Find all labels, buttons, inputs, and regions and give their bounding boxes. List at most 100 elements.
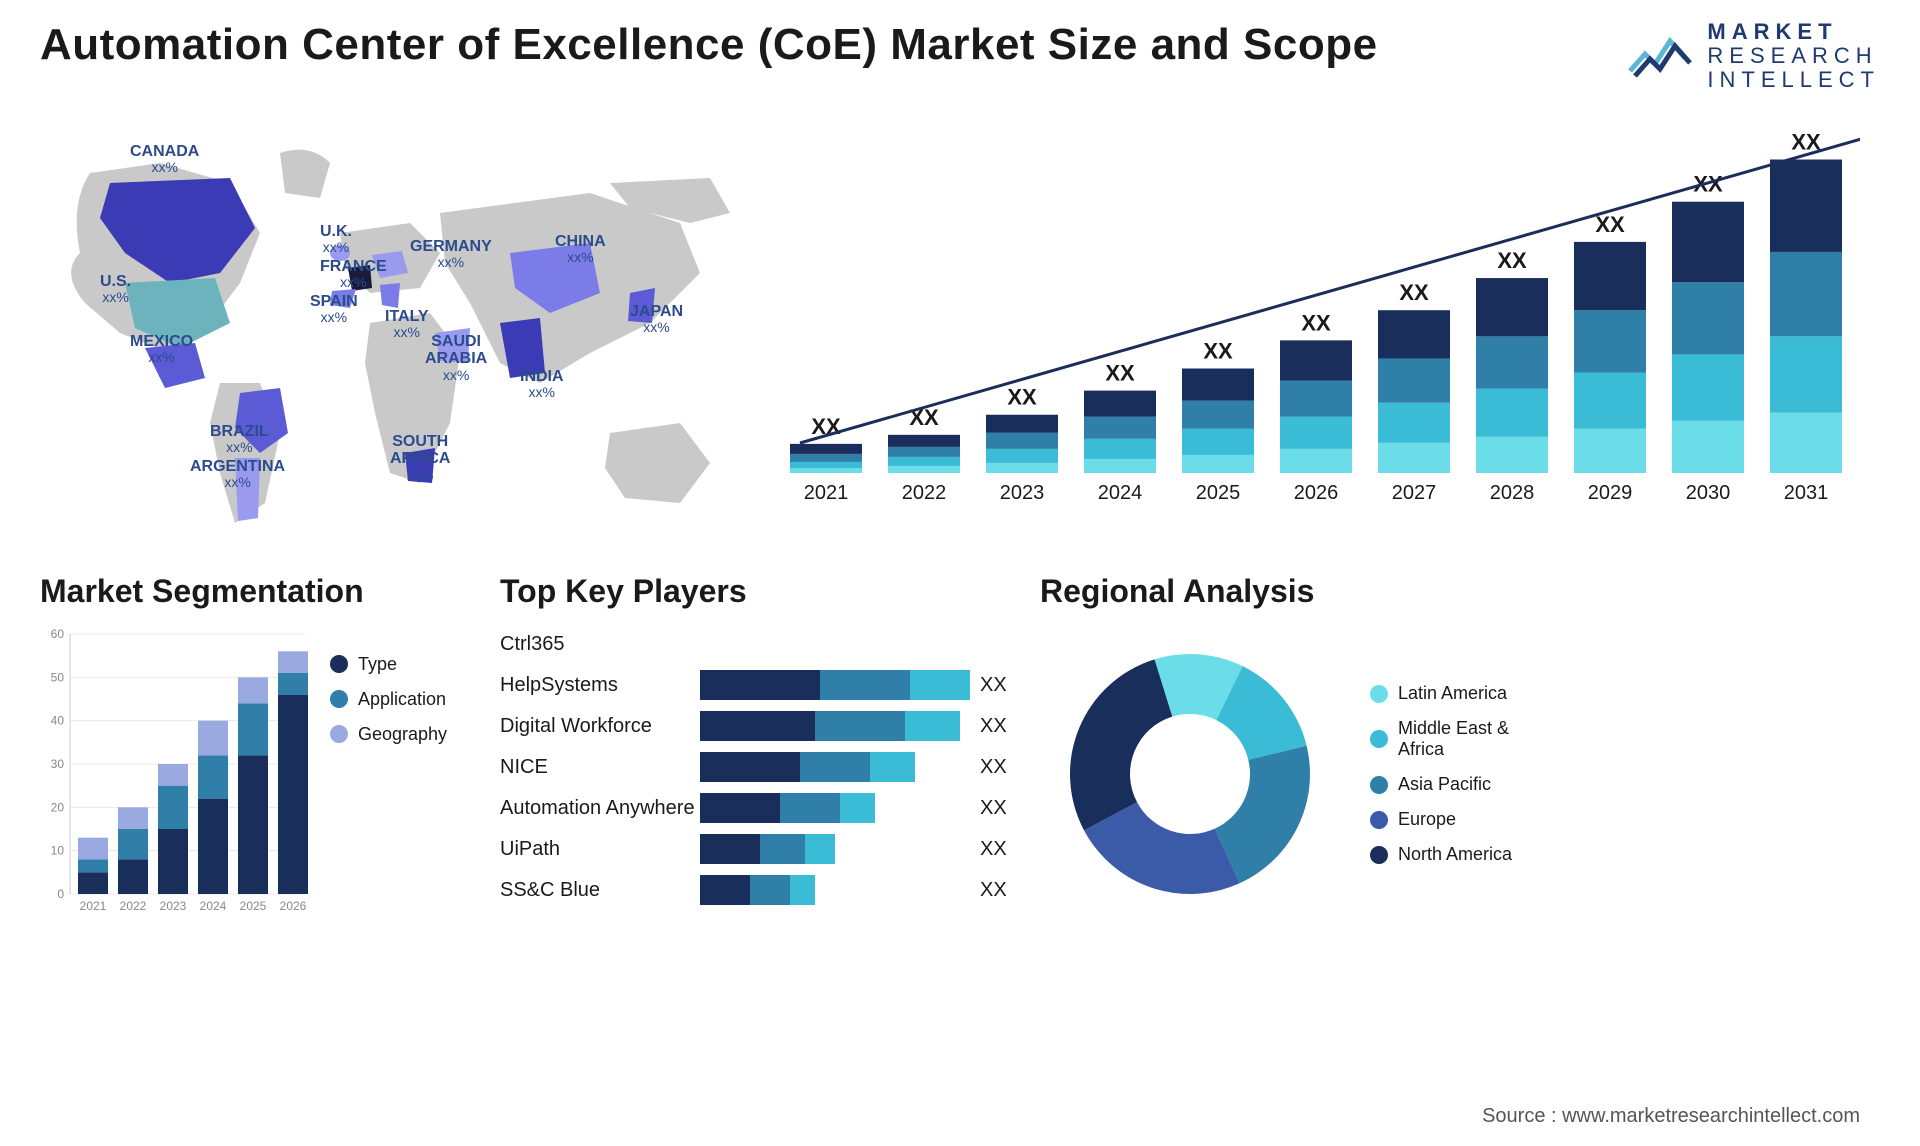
player-value: XX (980, 715, 1020, 738)
segmentation-title: Market Segmentation (40, 573, 480, 610)
map-label: FRANCExx% (320, 258, 387, 291)
svg-text:2028: 2028 (1490, 482, 1535, 504)
player-bar (700, 670, 980, 700)
segmentation-legend: Type Application Geography (330, 654, 480, 929)
svg-text:10: 10 (51, 843, 65, 857)
svg-text:2024: 2024 (200, 899, 227, 913)
player-name: SS&C Blue (500, 879, 700, 902)
legend-item: Type (330, 654, 480, 675)
svg-text:XX: XX (1203, 338, 1233, 363)
logo-text: MARKET RESEARCH INTELLECT (1707, 20, 1880, 93)
svg-text:2022: 2022 (902, 482, 947, 504)
svg-text:2025: 2025 (1196, 482, 1241, 504)
player-row: NICE XX (500, 747, 1020, 788)
segmentation-panel: Market Segmentation 0 10 20 30 40 50 60 2021 202… (40, 573, 480, 933)
svg-text:2029: 2029 (1588, 482, 1633, 504)
legend-item: Middle East &Africa (1370, 718, 1880, 760)
player-bar (700, 875, 980, 905)
bottom-section: Market Segmentation 0 10 20 30 40 50 60 2021 202… (40, 573, 1880, 933)
regional-legend: Latin America Middle East &Africa Asia Pac… (1370, 683, 1880, 879)
svg-text:40: 40 (51, 713, 65, 727)
logo-icon (1625, 26, 1695, 86)
player-row: Digital Workforce XX (500, 706, 1020, 747)
players-title: Top Key Players (500, 573, 1020, 610)
legend-item: Application (330, 689, 480, 710)
map-label: CHINAxx% (555, 233, 606, 266)
svg-text:XX: XX (1301, 310, 1331, 335)
legend-item: Europe (1370, 809, 1880, 830)
player-bar (700, 711, 980, 741)
legend-item: Latin America (1370, 683, 1880, 704)
map-label: SOUTHAFRICAxx% (390, 433, 450, 484)
map-label: MEXICOxx% (130, 333, 193, 366)
map-label: SPAINxx% (310, 293, 358, 326)
player-value: XX (980, 756, 1020, 779)
brand-logo: MARKET RESEARCH INTELLECT (1625, 20, 1880, 93)
svg-text:2030: 2030 (1686, 482, 1731, 504)
player-value: XX (980, 674, 1020, 697)
map-label: BRAZILxx% (210, 423, 269, 456)
svg-text:2024: 2024 (1098, 482, 1143, 504)
svg-text:2026: 2026 (280, 899, 307, 913)
player-name: HelpSystems (500, 674, 700, 697)
map-label: U.S.xx% (100, 273, 131, 306)
header: Automation Center of Excellence (CoE) Ma… (40, 20, 1880, 93)
player-bar (700, 629, 980, 659)
player-name: Ctrl365 (500, 633, 700, 656)
svg-text:XX: XX (1105, 360, 1135, 385)
player-value: XX (980, 797, 1020, 820)
player-name: Automation Anywhere (500, 797, 700, 820)
svg-text:2023: 2023 (160, 899, 187, 913)
player-row: Ctrl365 (500, 624, 1020, 665)
map-label: ITALYxx% (385, 308, 429, 341)
source-text: Source : www.marketresearchintellect.com (1482, 1105, 1860, 1128)
svg-text:60: 60 (51, 627, 65, 641)
player-name: UiPath (500, 838, 700, 861)
map-label: INDIAxx% (520, 368, 564, 401)
player-name: Digital Workforce (500, 715, 700, 738)
svg-text:2027: 2027 (1392, 482, 1437, 504)
segmentation-chart: 0102030405060202120222023202420252026 (40, 624, 310, 929)
map-label: GERMANYxx% (410, 238, 492, 271)
player-value: XX (980, 879, 1020, 902)
player-row: HelpSystems XX (500, 665, 1020, 706)
svg-text:2021: 2021 (804, 482, 849, 504)
player-bar (700, 834, 980, 864)
player-bar (700, 793, 980, 823)
regional-donut (1040, 624, 1340, 929)
top-section: CANADAxx% U.S.xx% MEXICOxx% BRAZILxx%ARGENT… (40, 113, 1880, 543)
svg-text:2025: 2025 (240, 899, 267, 913)
map-label: SAUDIARABIAxx% (425, 333, 487, 384)
svg-text:2023: 2023 (1000, 482, 1045, 504)
legend-item: Geography (330, 724, 480, 745)
player-row: UiPath XX (500, 829, 1020, 870)
svg-text:50: 50 (51, 670, 65, 684)
main-bar-chart: XX 2021 XX 2022 XX 2023 XX 2024 XX 2025 XX 2026 XX 20… (760, 113, 1880, 543)
svg-text:20: 20 (51, 800, 65, 814)
map-label: ARGENTINAxx% (190, 458, 285, 491)
page-title: Automation Center of Excellence (CoE) Ma… (40, 20, 1378, 70)
svg-text:2031: 2031 (1784, 482, 1829, 504)
legend-item: Asia Pacific (1370, 774, 1880, 795)
svg-text:0: 0 (57, 887, 64, 901)
regional-title: Regional Analysis (1040, 573, 1880, 610)
player-row: SS&C Blue XX (500, 870, 1020, 911)
svg-text:XX: XX (1399, 280, 1429, 305)
svg-text:XX: XX (1595, 211, 1625, 236)
svg-text:XX: XX (1497, 248, 1527, 273)
map-label: U.K.xx% (320, 223, 352, 256)
player-bar (700, 752, 980, 782)
player-row: Automation Anywhere XX (500, 788, 1020, 829)
map-label: JAPANxx% (630, 303, 683, 336)
player-name: NICE (500, 756, 700, 779)
legend-item: North America (1370, 844, 1880, 865)
svg-text:XX: XX (1007, 384, 1037, 409)
player-value: XX (980, 838, 1020, 861)
svg-text:2021: 2021 (80, 899, 107, 913)
map-label: CANADAxx% (130, 143, 199, 176)
players-panel: Top Key Players Ctrl365HelpSystemsXXDigi… (500, 573, 1020, 933)
world-map: CANADAxx% U.S.xx% MEXICOxx% BRAZILxx%ARGENT… (40, 113, 760, 543)
svg-text:2026: 2026 (1294, 482, 1339, 504)
svg-text:30: 30 (51, 757, 65, 771)
regional-panel: Regional Analysis Latin America Middle Ea… (1040, 573, 1880, 933)
